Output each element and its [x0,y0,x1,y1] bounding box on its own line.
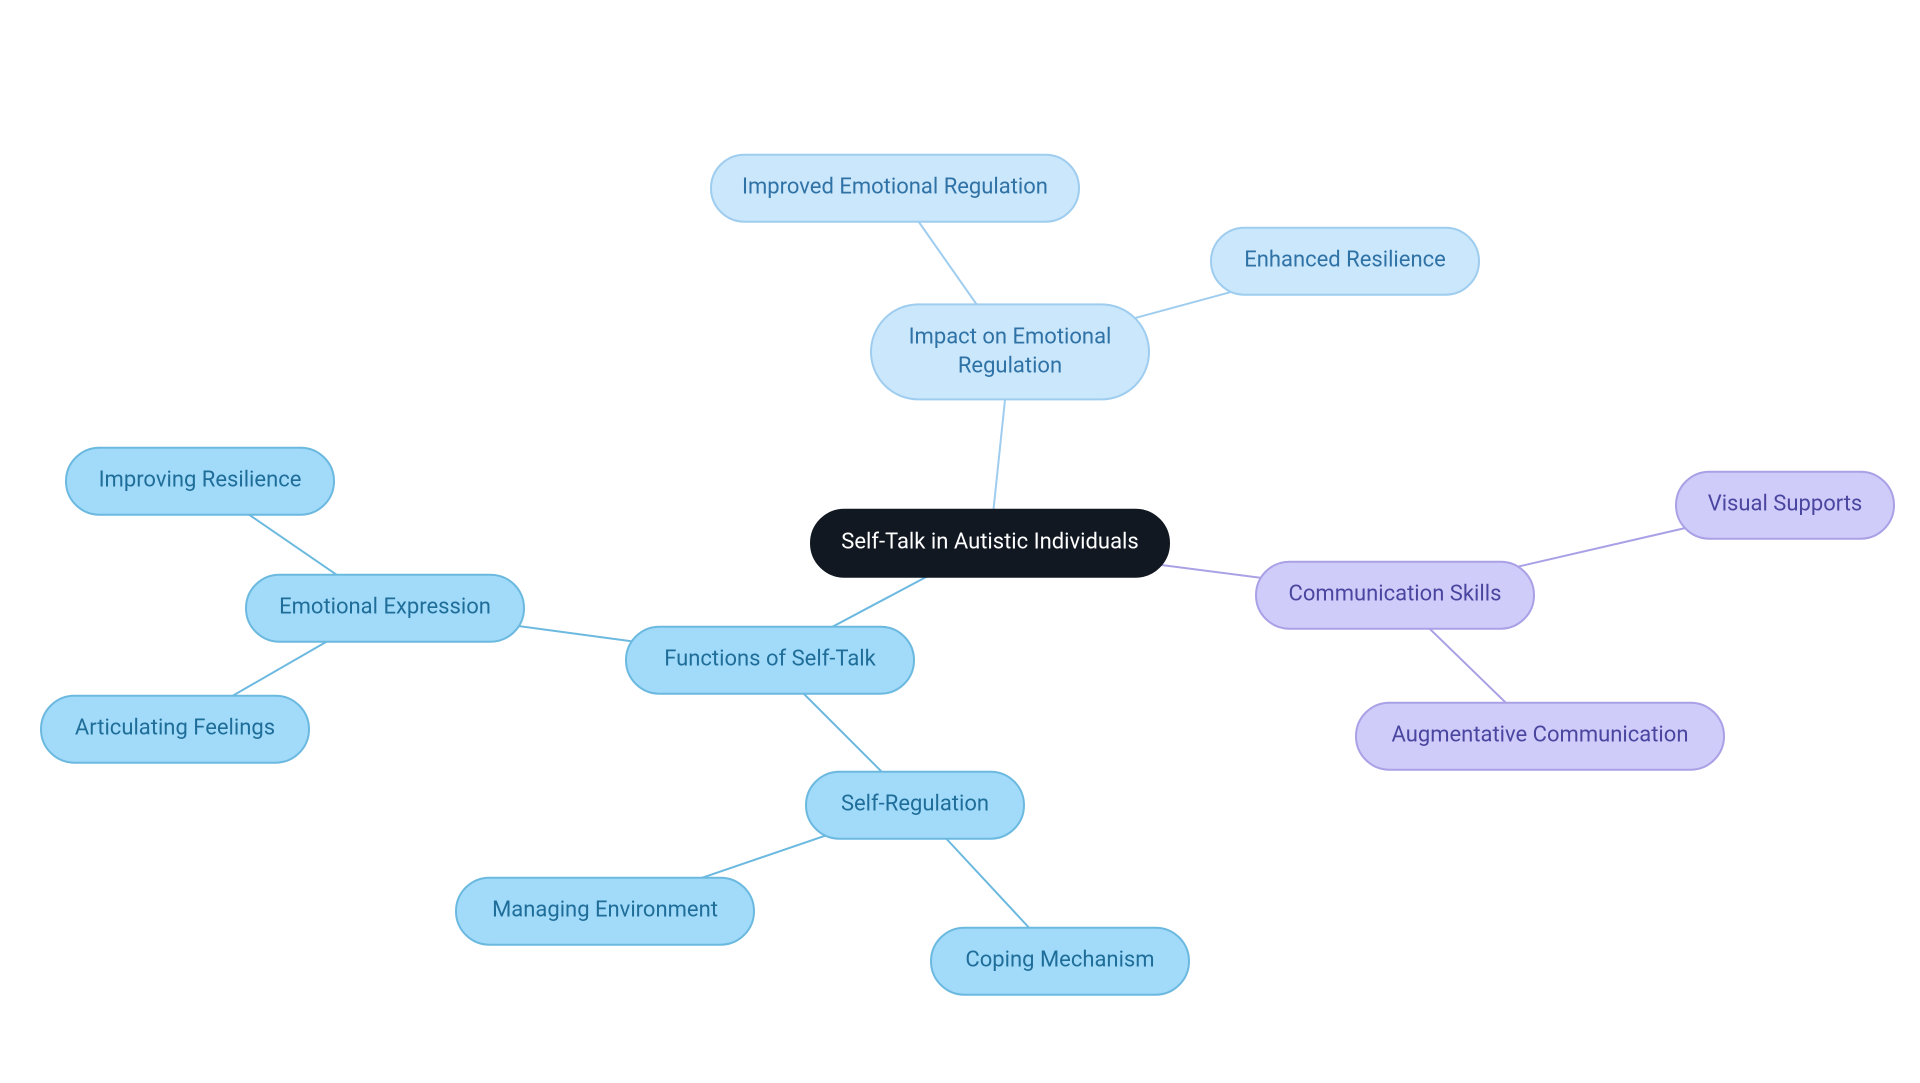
node-impres[interactable]: Improving Resilience [65,447,335,516]
node-visual[interactable]: Visual Supports [1675,471,1895,540]
node-comm[interactable]: Communication Skills [1255,561,1535,630]
node-enh_res[interactable]: Enhanced Resilience [1210,227,1480,296]
node-coping[interactable]: Coping Mechanism [930,927,1190,996]
node-artic[interactable]: Articulating Feelings [40,695,310,764]
mindmap-canvas: Self-Talk in Autistic Individuals Impact … [0,0,1920,1083]
node-manage[interactable]: Managing Environment [455,877,755,946]
node-root[interactable]: Self-Talk in Autistic Individuals [810,509,1170,578]
node-impact[interactable]: Impact on Emotional Regulation [870,303,1150,400]
node-impr_emo[interactable]: Improved Emotional Regulation [710,154,1080,223]
node-func[interactable]: Functions of Self-Talk [625,626,915,695]
node-selfreg[interactable]: Self-Regulation [805,771,1025,840]
node-emoexp[interactable]: Emotional Expression [245,574,525,643]
node-aug[interactable]: Augmentative Communication [1355,702,1725,771]
